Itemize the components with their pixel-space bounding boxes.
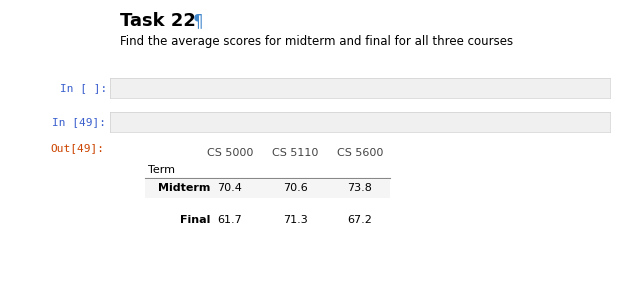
Text: Out[49]:: Out[49]: — [50, 143, 104, 153]
Text: 70.6: 70.6 — [283, 183, 308, 193]
Text: ¶: ¶ — [193, 12, 203, 30]
Text: 67.2: 67.2 — [348, 215, 373, 225]
Text: Find the average scores for midterm and final for all three courses: Find the average scores for midterm and … — [120, 35, 513, 48]
Text: 70.4: 70.4 — [218, 183, 242, 193]
Text: Final: Final — [180, 215, 210, 225]
Text: CS 5000: CS 5000 — [207, 148, 253, 158]
Text: CS 5600: CS 5600 — [337, 148, 383, 158]
Text: 71.3: 71.3 — [283, 215, 308, 225]
Text: 61.7: 61.7 — [218, 215, 242, 225]
Text: Midterm: Midterm — [157, 183, 210, 193]
Text: Term: Term — [148, 165, 175, 175]
Text: CS 5110: CS 5110 — [272, 148, 318, 158]
Text: 73.8: 73.8 — [348, 183, 373, 193]
Text: In [ ]:: In [ ]: — [60, 83, 107, 93]
Text: Task 22: Task 22 — [120, 12, 196, 30]
Text: In [49]:: In [49]: — [52, 117, 106, 127]
